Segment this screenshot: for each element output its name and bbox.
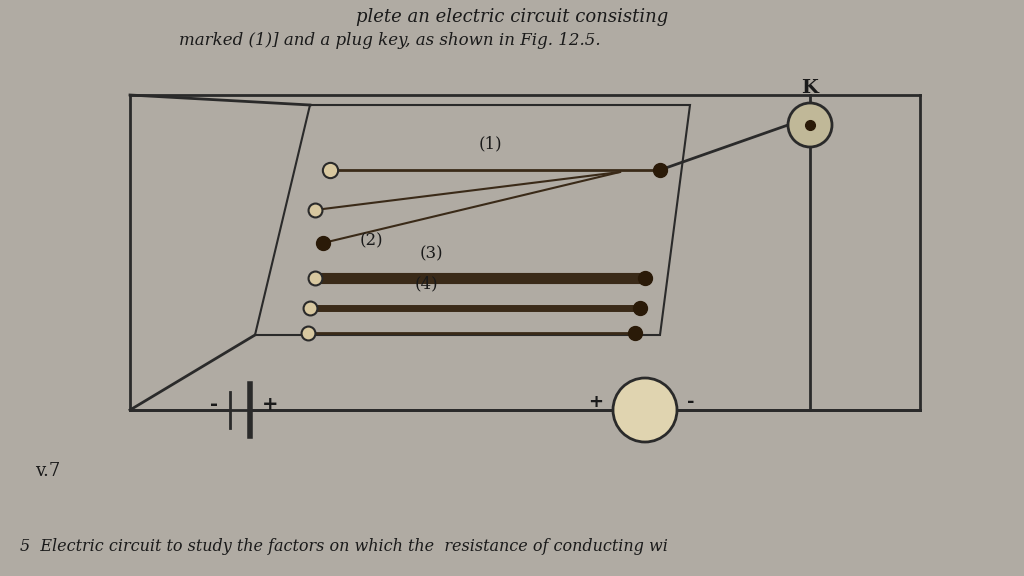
Text: A: A xyxy=(637,404,652,422)
Text: v.7: v.7 xyxy=(35,462,60,480)
Text: (4): (4) xyxy=(415,275,438,292)
Circle shape xyxy=(613,378,677,442)
Text: plete an electric circuit consisting: plete an electric circuit consisting xyxy=(356,8,668,26)
Text: K: K xyxy=(802,79,818,97)
Text: (1): (1) xyxy=(478,135,502,152)
Text: (2): (2) xyxy=(360,233,384,249)
Circle shape xyxy=(788,103,831,147)
Text: +: + xyxy=(262,396,279,415)
Text: (3): (3) xyxy=(420,245,443,262)
Text: -: - xyxy=(687,393,694,411)
Text: 5  Electric circuit to study the factors on which the  resistance of conducting : 5 Electric circuit to study the factors … xyxy=(20,538,668,555)
Text: marked (1)] and a plug key, as shown in Fig. 12.5.: marked (1)] and a plug key, as shown in … xyxy=(179,32,601,49)
Text: -: - xyxy=(210,396,218,415)
Text: +: + xyxy=(588,393,603,411)
